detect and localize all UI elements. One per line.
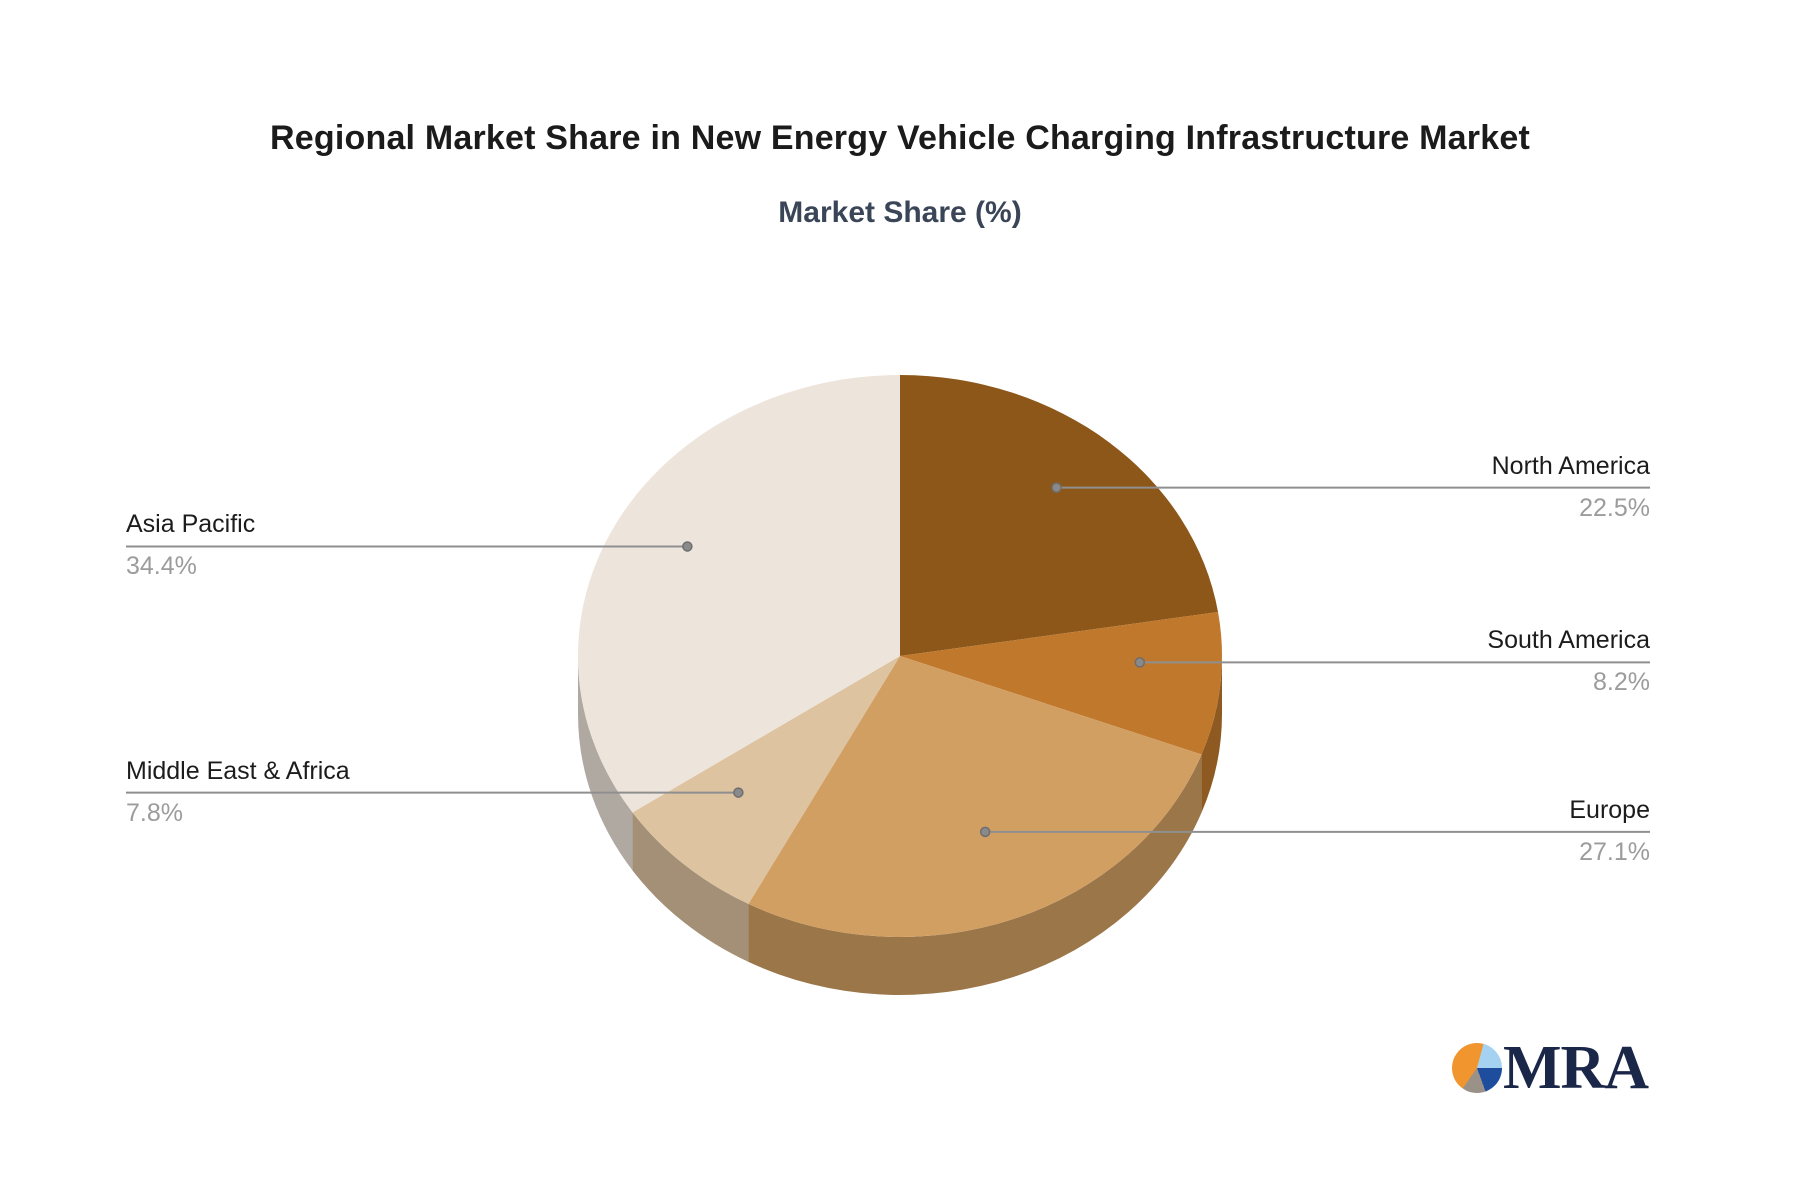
pie-slice-side-3 <box>632 812 749 962</box>
logo-pie-icon <box>1452 1043 1502 1093</box>
leader-dot-1 <box>1134 657 1146 668</box>
brand-logo: MRA <box>1452 1034 1649 1102</box>
pie-slice-3 <box>632 656 900 904</box>
slice-value: 34.4% <box>126 552 197 581</box>
slice-label: Asia Pacific <box>126 510 256 539</box>
leader-dot-3 <box>733 787 744 798</box>
pie-slice-2 <box>748 656 1202 937</box>
pie-slice-4 <box>578 374 900 813</box>
slice-label: Europe <box>1569 795 1650 824</box>
chart-title: Regional Market Share in New Energy Vehi… <box>270 119 1530 157</box>
slice-label: South America <box>1487 626 1650 655</box>
slice-value: 27.1% <box>1579 837 1650 866</box>
leader-dot-0 <box>1051 482 1062 493</box>
pie-slice-side-2 <box>748 754 1202 996</box>
leader-dot-4 <box>682 541 693 552</box>
pie-slice-0 <box>900 375 1219 656</box>
pie-slice-1 <box>900 612 1222 755</box>
chart-subtitle: Market Share (%) <box>778 196 1022 229</box>
slice-label: North America <box>1491 451 1650 480</box>
slice-value: 7.8% <box>126 798 183 827</box>
slice-value: 8.2% <box>1593 668 1650 697</box>
slice-label: Middle East & Africa <box>126 756 350 785</box>
pie-slice-side-4 <box>578 656 633 871</box>
logo-text: MRA <box>1503 1034 1649 1102</box>
leader-dot-2 <box>979 826 991 838</box>
pie-slice-side-1 <box>1201 656 1222 813</box>
slice-value: 22.5% <box>1579 493 1650 522</box>
